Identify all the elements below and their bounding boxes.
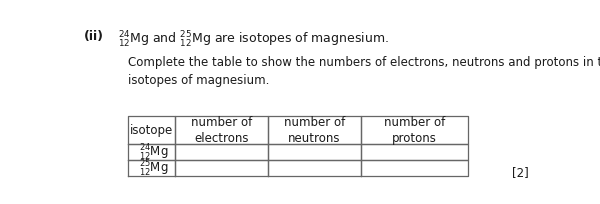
Text: number of
neutrons: number of neutrons [284, 116, 345, 145]
Text: (ii): (ii) [84, 30, 104, 43]
Text: $^{24}_{12}$Mg and $^{25}_{12}$Mg are isotopes of magnesium.: $^{24}_{12}$Mg and $^{25}_{12}$Mg are is… [110, 30, 389, 50]
Text: isotope: isotope [130, 124, 173, 137]
Text: number of
electrons: number of electrons [191, 116, 252, 145]
Text: $^{24}_{12}$Mg: $^{24}_{12}$Mg [139, 142, 168, 162]
Text: Complete the table to show the numbers of electrons, neutrons and protons in the: Complete the table to show the numbers o… [128, 56, 600, 86]
Text: number of
protons: number of protons [384, 116, 445, 145]
Text: [2]: [2] [512, 165, 529, 178]
Text: $^{25}_{12}$Mg: $^{25}_{12}$Mg [139, 158, 168, 178]
